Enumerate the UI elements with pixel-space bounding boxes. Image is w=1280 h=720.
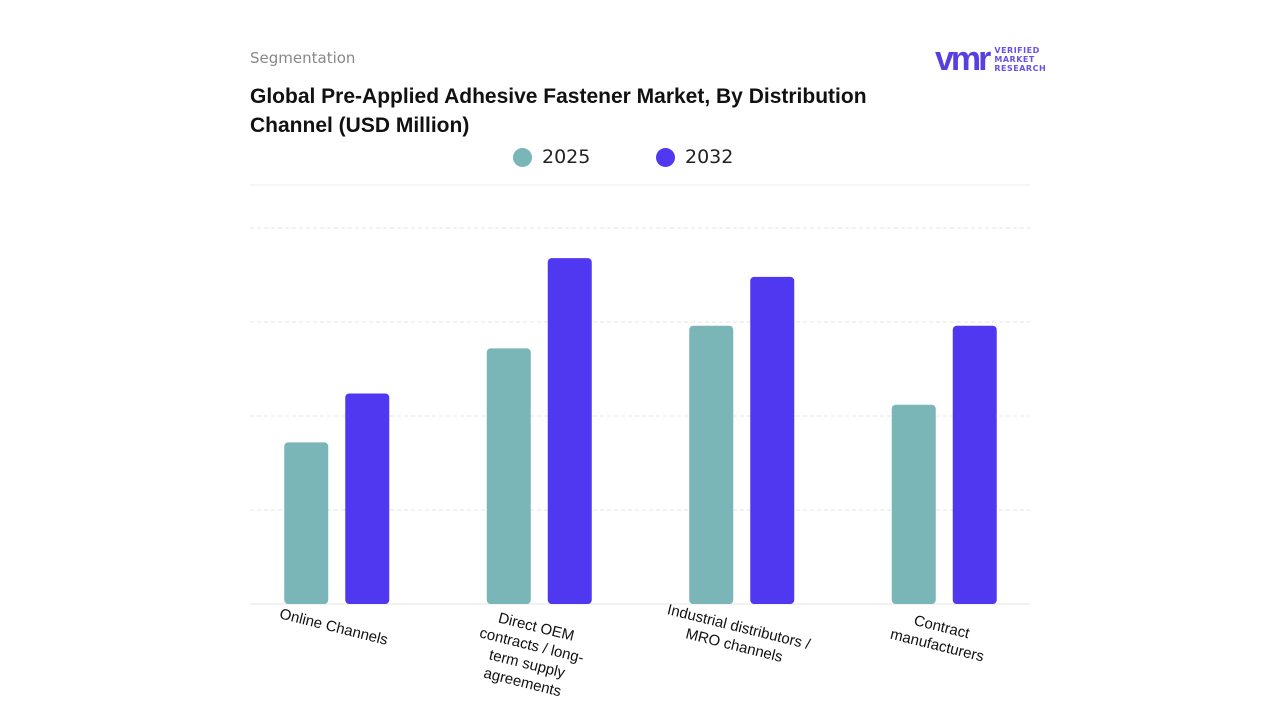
legend-item: 2032 (656, 146, 733, 168)
bar (750, 276, 795, 604)
legend-swatch (656, 147, 675, 167)
bar (547, 258, 592, 604)
bar (891, 404, 936, 604)
bar (345, 393, 390, 604)
logo-mark: vmr (935, 40, 991, 78)
section-label: Segmentation (250, 49, 356, 67)
bar (952, 325, 997, 604)
legend-label: 2025 (542, 146, 591, 168)
legend-label: 2032 (685, 146, 734, 168)
bar (486, 348, 531, 604)
legend-swatch (513, 147, 532, 167)
chart-title: Global Pre-Applied Adhesive Fastener Mar… (250, 85, 867, 137)
logo-text: VERIFIED MARKET RESEARCH (994, 45, 1047, 73)
logo: vmr VERIFIED MARKET RESEARCH (935, 40, 1054, 78)
bar (284, 442, 329, 604)
legend-item: 2025 (513, 146, 590, 168)
bar (689, 325, 734, 604)
